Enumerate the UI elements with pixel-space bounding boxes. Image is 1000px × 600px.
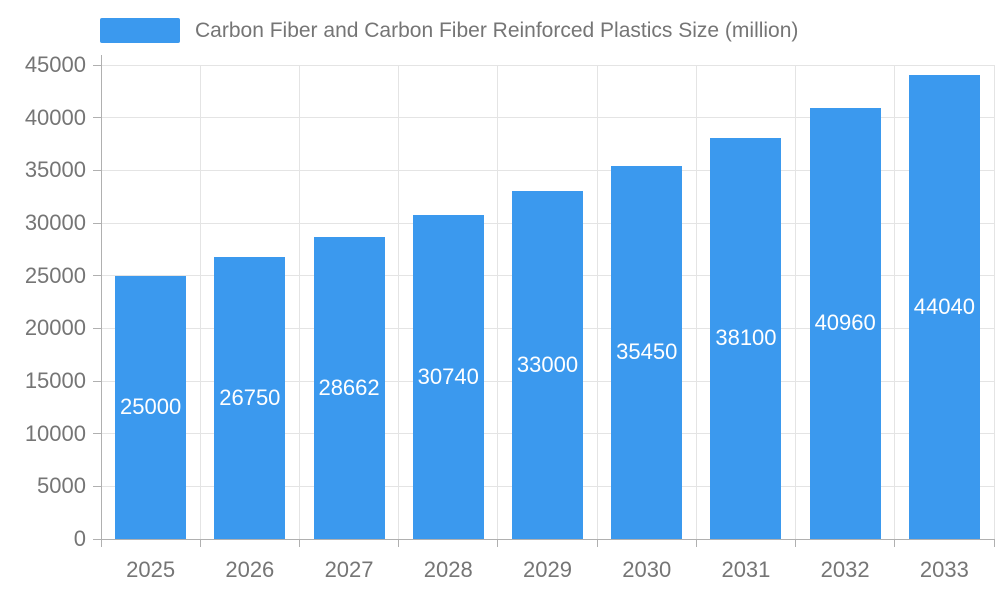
x-axis-tick-label: 2028 [423,557,473,582]
x-axis-tick [298,539,300,547]
y-axis-tick-label: 35000 [24,157,86,183]
x-axis-tick [795,539,797,547]
y-axis-tick [93,538,101,540]
x-axis-tick-label: 2027 [324,557,374,582]
v-gridline [199,65,201,539]
bar[interactable] [908,75,980,539]
v-gridline [795,65,797,539]
x-axis-tick-label: 2025 [126,557,176,582]
h-gridline [101,117,994,119]
y-axis-tick [93,117,101,119]
bar[interactable] [710,137,782,539]
bar[interactable] [313,237,385,539]
bar[interactable] [412,215,484,539]
v-gridline [894,65,896,539]
x-axis-line [93,538,994,540]
x-axis-tick-label: 2033 [919,557,969,582]
legend-item[interactable]: Carbon Fiber and Carbon Fiber Reinforced… [100,18,798,43]
h-gridline [101,64,994,66]
y-axis-tick-label: 20000 [24,315,86,341]
bar[interactable] [809,107,881,539]
y-axis-tick [93,485,101,487]
x-axis-tick [596,539,598,547]
v-gridline [695,65,697,539]
y-axis-tick-label: 45000 [24,52,86,77]
y-axis-tick [93,327,101,329]
y-axis-tick-label: 25000 [24,262,86,288]
y-axis-tick [93,380,101,382]
v-gridline [298,65,300,539]
x-axis-tick [398,539,400,547]
y-axis-tick [93,222,101,224]
v-gridline [993,65,995,539]
y-axis-tick-label: 10000 [24,420,86,446]
bar[interactable] [214,257,286,539]
y-axis-tick-label: 40000 [24,104,86,130]
x-axis-tick [894,539,896,547]
bar[interactable] [115,275,187,539]
x-axis-tick [100,539,102,547]
y-axis-tick [93,64,101,66]
x-axis-tick-label: 2032 [820,557,870,582]
x-axis-tick [993,539,995,547]
v-gridline [596,65,598,539]
x-axis-tick-label: 2026 [225,557,275,582]
bar[interactable] [611,165,683,539]
x-axis-tick-label: 2031 [721,557,771,582]
bar[interactable] [512,191,583,539]
v-gridline [497,65,499,539]
h-gridline [101,169,994,171]
legend-swatch [100,18,180,43]
x-axis-tick [199,539,201,547]
x-axis-tick-label: 2029 [523,557,572,582]
y-axis-tick-label: 30000 [24,210,86,235]
y-axis-line [100,55,102,539]
y-axis-tick [93,433,101,435]
x-axis-tick-label: 2030 [622,557,672,582]
x-axis-tick [695,539,697,547]
y-axis-tick-label: 0 [73,526,86,551]
v-gridline [398,65,400,539]
y-axis-tick-label: 5000 [37,473,86,499]
legend-label: Carbon Fiber and Carbon Fiber Reinforced… [195,18,799,42]
y-axis-tick [93,169,101,171]
y-axis-tick-label: 15000 [24,368,86,393]
x-axis-tick [497,539,499,547]
y-axis-tick [93,275,101,277]
